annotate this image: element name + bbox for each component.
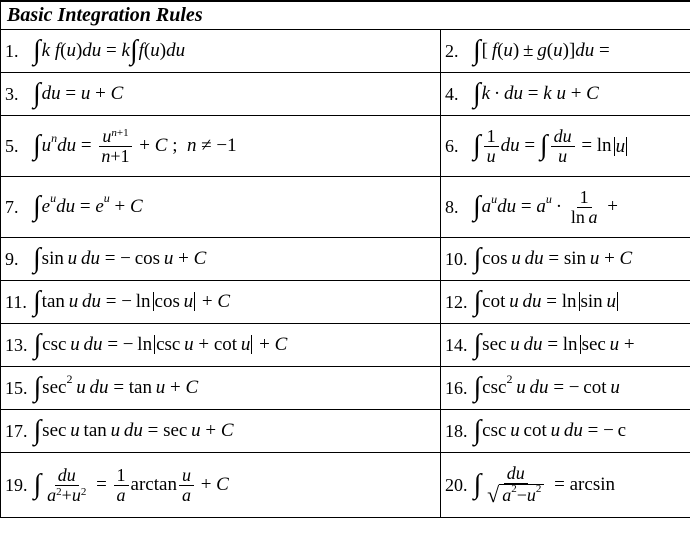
rule-number: 18.	[445, 421, 468, 442]
rule-formula: ∫undu = un+1n+1 + C ; n ≠ −1	[33, 127, 237, 166]
rule-cell: 6. ∫1udu = ∫duu = lnu	[441, 116, 690, 177]
rule-formula: ∫csc u du = − lncsc u + cot u + C	[34, 334, 288, 356]
rule-cell: 14. ∫sec u du = lnsec u +	[441, 324, 690, 367]
rule-number: 1.	[5, 41, 27, 62]
rule-number: 15.	[5, 378, 28, 399]
rule-cell: 15. ∫sec2 u du = tan u + C	[1, 367, 441, 410]
rule-cell: 3. ∫du = u + C	[1, 73, 441, 116]
rule-number: 6.	[445, 136, 467, 157]
rule-number: 3.	[5, 84, 27, 105]
rule-cell: 1. ∫k f(u)du = k∫f(u)du	[1, 30, 441, 73]
rule-formula: ∫sec2 u du = tan u + C	[34, 377, 199, 399]
rule-number: 13.	[5, 335, 28, 356]
rule-formula: ∫eudu = eu + C	[33, 196, 143, 218]
rule-number: 10.	[445, 249, 468, 270]
rule-cell: 19. ∫dua2+u2 = 1aarctanua + C	[1, 453, 441, 518]
rule-number: 4.	[445, 84, 467, 105]
rule-number: 20.	[445, 475, 468, 496]
rule-formula: ∫sec u du = lnsec u +	[474, 334, 638, 356]
rule-cell: 2. ∫[ f(u) ± g(u)]du =	[441, 30, 690, 73]
rule-cell: 12. ∫cot u du = lnsin u	[441, 281, 690, 324]
rule-formula: ∫sec u tan u du = sec u + C	[34, 420, 234, 442]
rule-number: 7.	[5, 197, 27, 218]
rule-number: 19.	[5, 475, 28, 496]
rule-number: 12.	[445, 292, 468, 313]
rule-cell: 9. ∫sin u du = − cos u + C	[1, 238, 441, 281]
rule-number: 17.	[5, 421, 28, 442]
rule-formula: ∫k f(u)du = k∫f(u)du	[33, 40, 185, 62]
rule-cell: 20. ∫du√a2−u2 = arcsin	[441, 453, 690, 518]
rule-cell: 4. ∫k · du = k u + C	[441, 73, 690, 116]
rule-formula: ∫k · du = k u + C	[473, 83, 599, 105]
rule-number: 14.	[445, 335, 468, 356]
rule-cell: 16. ∫csc2 u du = − cot u	[441, 367, 690, 410]
rule-formula: ∫sin u du = − cos u + C	[33, 248, 206, 270]
rule-number: 8.	[445, 197, 467, 218]
rule-cell: 10. ∫cos u du = sin u + C	[441, 238, 690, 281]
rule-cell: 5. ∫undu = un+1n+1 + C ; n ≠ −1	[1, 116, 441, 177]
rule-cell: 7. ∫eudu = eu + C	[1, 177, 441, 238]
rule-formula: ∫tan u du = − lncos u + C	[33, 291, 230, 313]
rule-formula: ∫[ f(u) ± g(u)]du =	[473, 40, 610, 62]
integration-rules-table: Basic Integration Rules 1. ∫k f(u)du = k…	[0, 0, 690, 518]
rule-formula: ∫cot u du = lnsin u	[474, 291, 620, 313]
rule-formula: ∫cos u du = sin u + C	[474, 248, 633, 270]
rule-cell: 17. ∫sec u tan u du = sec u + C	[1, 410, 441, 453]
rule-cell: 8. ∫audu = au · 1ln a +	[441, 177, 690, 238]
rule-formula: ∫dua2+u2 = 1aarctanua + C	[34, 466, 229, 505]
table-title: Basic Integration Rules	[1, 1, 690, 30]
rule-number: 16.	[445, 378, 468, 399]
rule-number: 9.	[5, 249, 27, 270]
rule-formula: ∫1udu = ∫duu = lnu	[473, 127, 629, 166]
rule-formula: ∫du√a2−u2 = arcsin	[474, 464, 616, 506]
rule-formula: ∫csc u cot u du = − c	[474, 420, 627, 442]
rule-cell: 11. ∫tan u du = − lncos u + C	[1, 281, 441, 324]
rule-cell: 18. ∫csc u cot u du = − c	[441, 410, 690, 453]
rule-formula: ∫audu = au · 1ln a +	[473, 188, 618, 227]
rule-number: 2.	[445, 41, 467, 62]
rule-formula: ∫csc2 u du = − cot u	[474, 377, 620, 399]
rule-formula: ∫du = u + C	[33, 83, 123, 105]
rule-number: 11.	[5, 292, 27, 313]
rule-number: 5.	[5, 136, 27, 157]
rule-cell: 13. ∫csc u du = − lncsc u + cot u + C	[1, 324, 441, 367]
